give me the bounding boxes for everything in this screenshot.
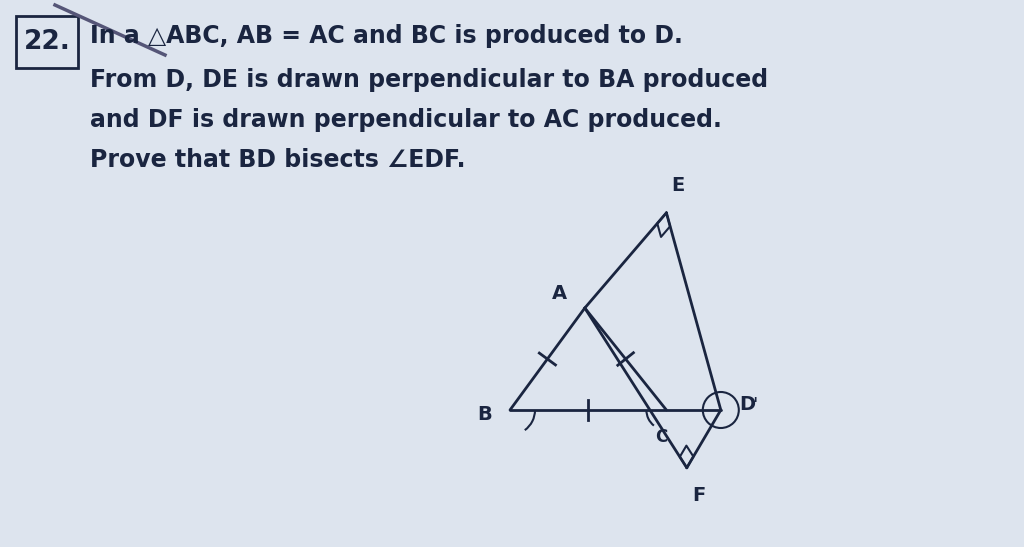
Text: and DF is drawn perpendicular to AC produced.: and DF is drawn perpendicular to AC prod… xyxy=(90,108,722,132)
Text: ': ' xyxy=(752,395,757,415)
Text: D: D xyxy=(738,395,755,415)
Text: C: C xyxy=(655,428,668,446)
Text: E: E xyxy=(672,176,685,195)
Text: From D, DE is drawn perpendicular to BA produced: From D, DE is drawn perpendicular to BA … xyxy=(90,68,768,92)
Text: B: B xyxy=(477,405,492,424)
Text: Prove that BD bisects ∠EDF.: Prove that BD bisects ∠EDF. xyxy=(90,148,466,172)
Text: A: A xyxy=(552,284,567,303)
Text: F: F xyxy=(692,486,706,505)
Text: 22.: 22. xyxy=(24,29,71,55)
Text: In a △ABC, AB = AC and BC is produced to D.: In a △ABC, AB = AC and BC is produced to… xyxy=(90,24,683,48)
